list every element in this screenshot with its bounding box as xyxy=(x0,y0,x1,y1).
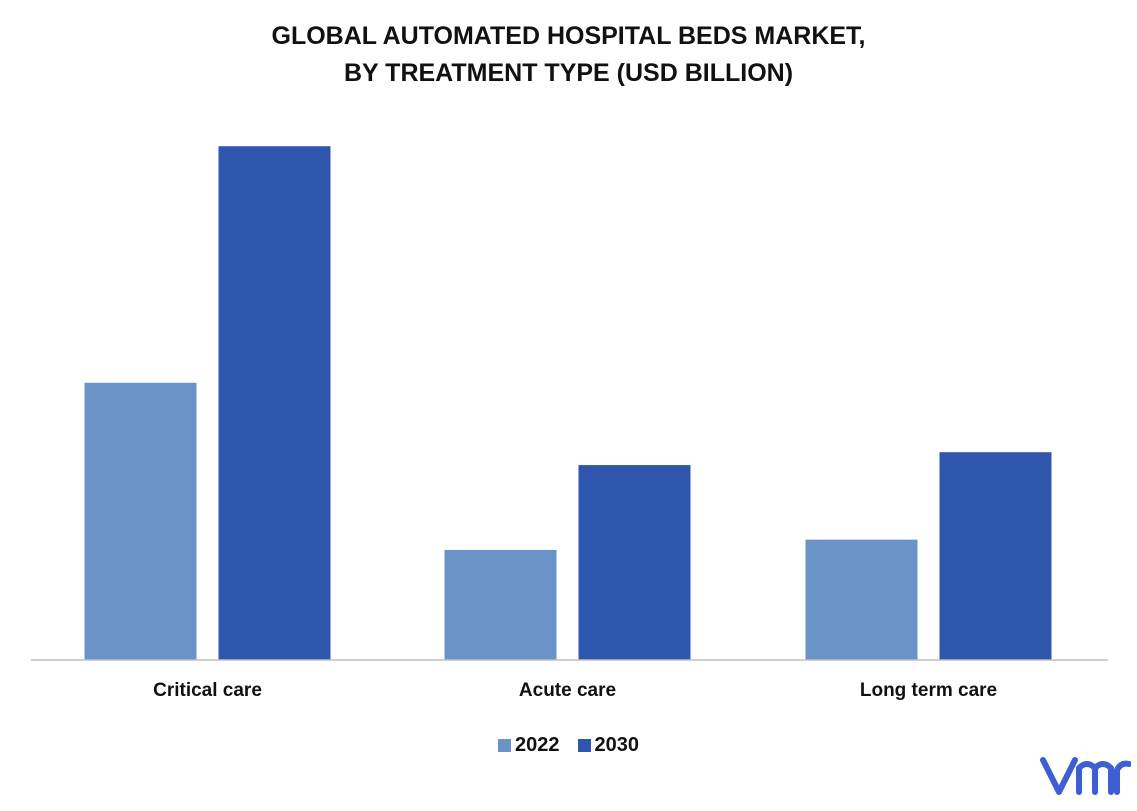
vmr-logo-icon xyxy=(1039,752,1132,805)
x-tick-labels: Critical care Acute care Long term care xyxy=(153,680,997,701)
x-tick-label-critical-care: Critical care xyxy=(153,680,262,701)
bar-critical-care-2022 xyxy=(83,381,198,661)
x-tick-label-acute-care: Acute care xyxy=(519,680,616,701)
bar-acute-care-2022 xyxy=(443,548,558,661)
chart-title-line-1: GLOBAL AUTOMATED HOSPITAL BEDS MARKET, xyxy=(271,22,866,50)
x-tick-label-long-term-care: Long term care xyxy=(860,680,997,701)
legend-label-2022: 2022 xyxy=(515,734,560,756)
legend-swatch-2022 xyxy=(498,739,511,752)
bar-long-term-care-2022 xyxy=(804,538,919,661)
chart-title: GLOBAL AUTOMATED HOSPITAL BEDS MARKET, B… xyxy=(0,18,1137,92)
legend-item-2022: 2022 xyxy=(498,734,560,757)
bar-acute-care-2030 xyxy=(577,464,692,661)
legend-swatch-2030 xyxy=(577,739,591,752)
bar-long-term-care-2030 xyxy=(938,451,1053,661)
legend-item-2030: 2030 xyxy=(577,734,640,757)
legend: 2022 2030 xyxy=(0,734,1137,757)
legend-label-2030: 2030 xyxy=(594,734,640,756)
bar-critical-care-2030 xyxy=(217,145,332,661)
chart-title-line-2: BY TREATMENT TYPE (USD BILLION) xyxy=(343,59,794,87)
bars-group xyxy=(83,145,1053,661)
